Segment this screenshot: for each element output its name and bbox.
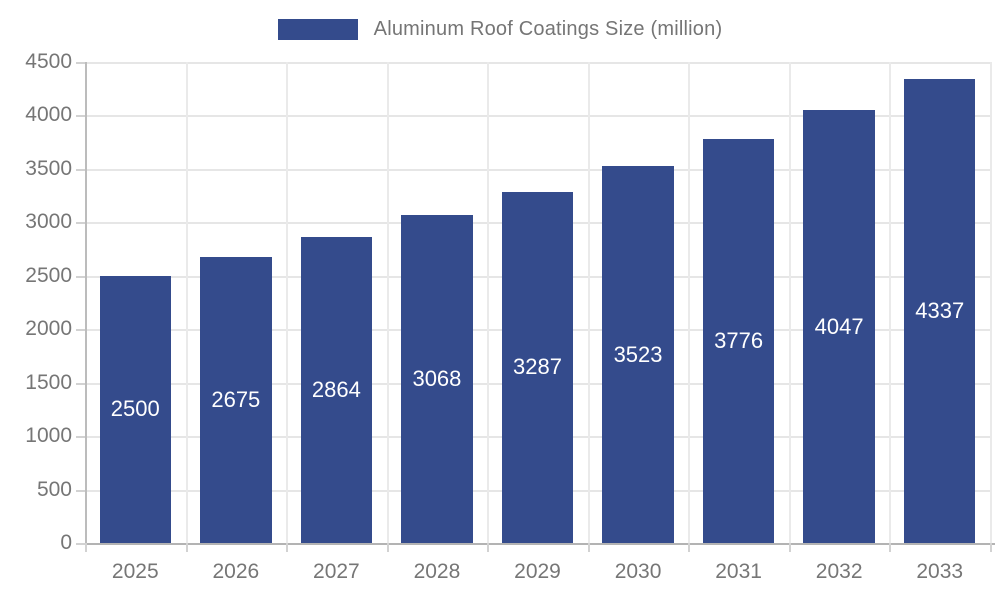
y-tick [76,329,85,332]
plot-area: 2500 2675 2864 3068 3287 3523 3776 4047 4337 [85,62,992,543]
x-tick-label: 2027 [313,560,360,583]
y-axis-line [85,62,87,543]
x-tick [487,543,490,552]
x-tick [587,543,590,552]
bar-value-label: 4337 [915,298,965,324]
bar-value-label: 2675 [211,387,261,413]
bar [501,191,574,543]
y-tick [76,436,85,439]
v-gridline [386,62,389,543]
y-tick-label: 500 [36,477,72,501]
y-tick-label: 1500 [25,370,72,394]
x-tick [85,543,87,552]
bar-value-label: 4047 [814,313,864,339]
bar [904,79,976,543]
h-gridline [85,115,990,118]
h-gridline [85,168,990,171]
legend-label: Aluminum Roof Coatings Size (million) [373,18,723,40]
y-tick [76,275,85,278]
y-tick-label: 2000 [25,317,72,341]
bar [200,257,272,543]
y-tick [76,62,85,64]
x-tick [788,543,791,552]
v-gridline [587,62,590,543]
bar-value-label: 2500 [110,396,160,422]
x-tick-label: 2025 [111,560,159,583]
v-gridline [990,62,992,543]
y-tick [76,543,85,545]
y-tick [76,168,85,171]
legend: Aluminum Roof Coatings Size (million) [0,18,1000,41]
y-tick-label: 2500 [25,263,72,287]
h-gridline [85,62,990,64]
bar [702,139,775,543]
bar [602,166,674,543]
x-axis-line [85,543,995,545]
v-gridline [185,62,188,543]
x-tick [185,543,188,552]
v-gridline [286,62,289,543]
x-tick-label: 2026 [212,560,260,583]
y-tick [76,115,85,118]
x-tick [386,543,389,552]
x-tick-label: 2033 [916,560,964,583]
x-tick-label: 2032 [815,560,863,583]
x-tick [990,543,992,552]
y-tick-label: 0 [60,531,72,554]
v-gridline [889,62,892,543]
x-tick [889,543,892,552]
bar-value-label: 2864 [311,376,361,402]
y-tick [76,382,85,385]
v-gridline [688,62,691,543]
bar [401,215,473,543]
legend-swatch [277,19,358,40]
bar-value-label: 3068 [412,366,462,392]
y-tick [76,489,85,492]
y-tick-label: 4000 [25,103,72,127]
bar [803,110,875,543]
y-tick-label: 1000 [25,424,72,448]
x-tick [286,543,289,552]
y-tick-label: 3000 [25,210,72,234]
x-tick [688,543,691,552]
bar [300,236,373,543]
x-tick-label: 2029 [514,560,561,583]
v-gridline [487,62,490,543]
y-tick [76,222,85,225]
bar [99,275,171,543]
x-tick-label: 2031 [715,560,762,583]
v-gridline [788,62,791,543]
bar-value-label: 3523 [613,341,663,367]
y-tick-label: 3500 [25,156,72,180]
x-tick-label: 2030 [614,560,662,583]
x-tick-label: 2028 [413,560,461,583]
bar-value-label: 3287 [513,354,562,380]
y-tick-label: 4500 [25,50,72,73]
bar-value-label: 3776 [714,328,764,354]
